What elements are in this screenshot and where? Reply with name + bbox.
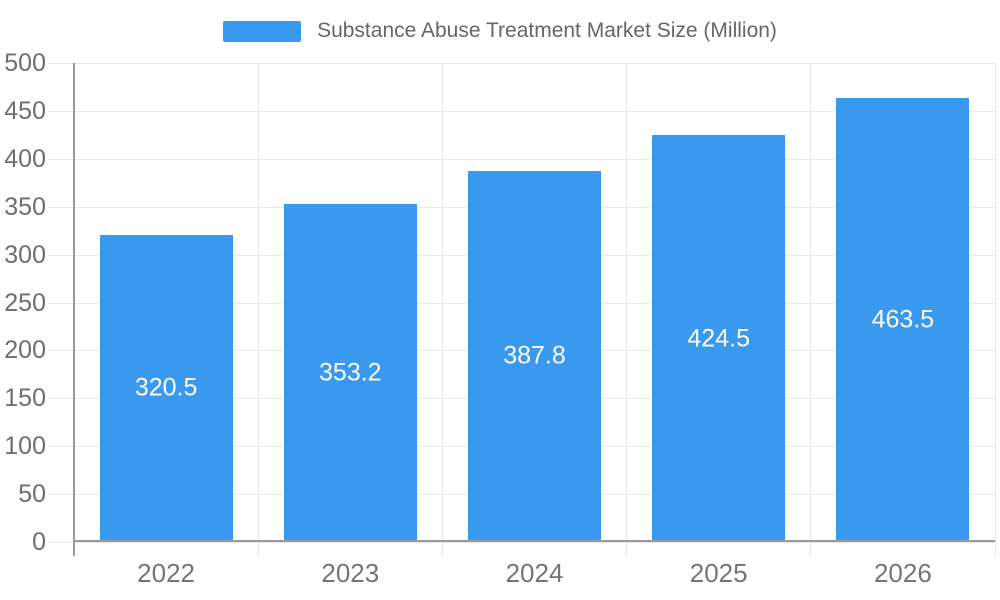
x-gridline: [626, 63, 628, 556]
plot-area: 320.5 353.2 387.8 424.5 463.5: [48, 63, 996, 556]
legend-label: Substance Abuse Treatment Market Size (M…: [317, 19, 777, 42]
bar[interactable]: 387.8: [468, 170, 601, 542]
y-tick-label: 250: [4, 288, 46, 317]
y-gridline: [48, 110, 995, 112]
x-tick-label: 2024: [505, 558, 564, 588]
bar[interactable]: 463.5: [836, 97, 970, 542]
y-gridline: [48, 158, 995, 160]
y-tick-label: 400: [4, 144, 46, 173]
legend: Substance Abuse Treatment Market Size (M…: [0, 18, 1000, 44]
y-tick-label: 500: [4, 49, 46, 77]
x-gridline: [257, 63, 259, 556]
legend-swatch-icon: [223, 20, 302, 42]
legend-item[interactable]: Substance Abuse Treatment Market Size (M…: [223, 18, 777, 44]
y-tick-label: 350: [4, 192, 46, 221]
y-tick-label: 0: [32, 528, 46, 556]
bar[interactable]: 320.5: [99, 234, 233, 542]
bar-value-label: 463.5: [871, 305, 935, 334]
y-gridline: [48, 542, 995, 543]
y-tick-label: 300: [4, 240, 46, 269]
x-tick-label: 2023: [321, 558, 380, 588]
bar-value-label: 353.2: [319, 358, 382, 387]
x-gridline: [994, 63, 996, 556]
bar-value-label: 320.5: [134, 373, 198, 402]
y-tick-label: 450: [4, 96, 46, 125]
x-axis-line: [74, 540, 995, 542]
x-tick-label: 2022: [137, 558, 196, 588]
y-tick-label: 200: [4, 336, 46, 365]
bar[interactable]: 424.5: [652, 135, 786, 542]
y-tick-label: 150: [4, 384, 46, 413]
bar-value-label: 424.5: [687, 324, 750, 353]
y-gridline: [48, 63, 995, 64]
y-axis-line: [73, 63, 75, 556]
x-tick-label: 2026: [873, 558, 932, 588]
bar[interactable]: 353.2: [283, 203, 417, 542]
bar-value-label: 387.8: [503, 341, 566, 370]
y-tick-label: 100: [4, 432, 46, 461]
x-gridline: [441, 63, 443, 556]
x-tick-label: 2025: [689, 558, 748, 588]
y-tick-label: 50: [18, 480, 46, 509]
x-gridline: [810, 63, 812, 556]
